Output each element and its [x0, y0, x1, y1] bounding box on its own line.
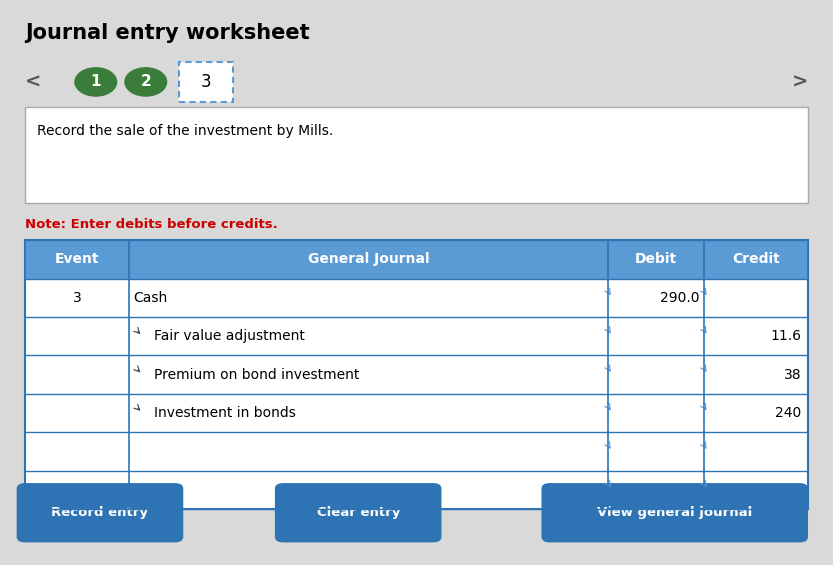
Text: Investment in bonds: Investment in bonds: [154, 406, 296, 420]
FancyBboxPatch shape: [25, 240, 808, 279]
Text: Record the sale of the investment by Mills.: Record the sale of the investment by Mil…: [37, 124, 334, 138]
Text: Credit: Credit: [732, 253, 780, 266]
FancyBboxPatch shape: [25, 107, 808, 203]
Text: 2: 2: [141, 75, 151, 89]
Text: 1: 1: [91, 75, 101, 89]
FancyBboxPatch shape: [25, 240, 808, 509]
Text: Record entry: Record entry: [52, 506, 148, 519]
Text: 290.0: 290.0: [661, 291, 700, 305]
Text: 3: 3: [201, 73, 212, 91]
Circle shape: [125, 68, 167, 96]
Text: Event: Event: [55, 253, 99, 266]
Text: General Journal: General Journal: [307, 253, 430, 266]
Text: Journal entry worksheet: Journal entry worksheet: [25, 23, 310, 42]
FancyBboxPatch shape: [275, 483, 441, 542]
Text: Cash: Cash: [133, 291, 167, 305]
Text: Debit: Debit: [635, 253, 677, 266]
Text: <: <: [25, 72, 42, 92]
Text: Premium on bond investment: Premium on bond investment: [154, 368, 360, 381]
Text: Clear entry: Clear entry: [317, 506, 400, 519]
FancyBboxPatch shape: [179, 62, 233, 102]
Text: 3: 3: [72, 291, 82, 305]
FancyBboxPatch shape: [541, 483, 808, 542]
FancyBboxPatch shape: [17, 483, 183, 542]
Text: Fair value adjustment: Fair value adjustment: [154, 329, 305, 343]
Text: 240: 240: [775, 406, 801, 420]
Text: Note: Enter debits before credits.: Note: Enter debits before credits.: [25, 218, 277, 231]
Text: View general journal: View general journal: [597, 506, 752, 519]
Text: >: >: [791, 72, 808, 92]
Text: 38: 38: [784, 368, 801, 381]
Text: 11.6: 11.6: [771, 329, 801, 343]
Circle shape: [75, 68, 117, 96]
